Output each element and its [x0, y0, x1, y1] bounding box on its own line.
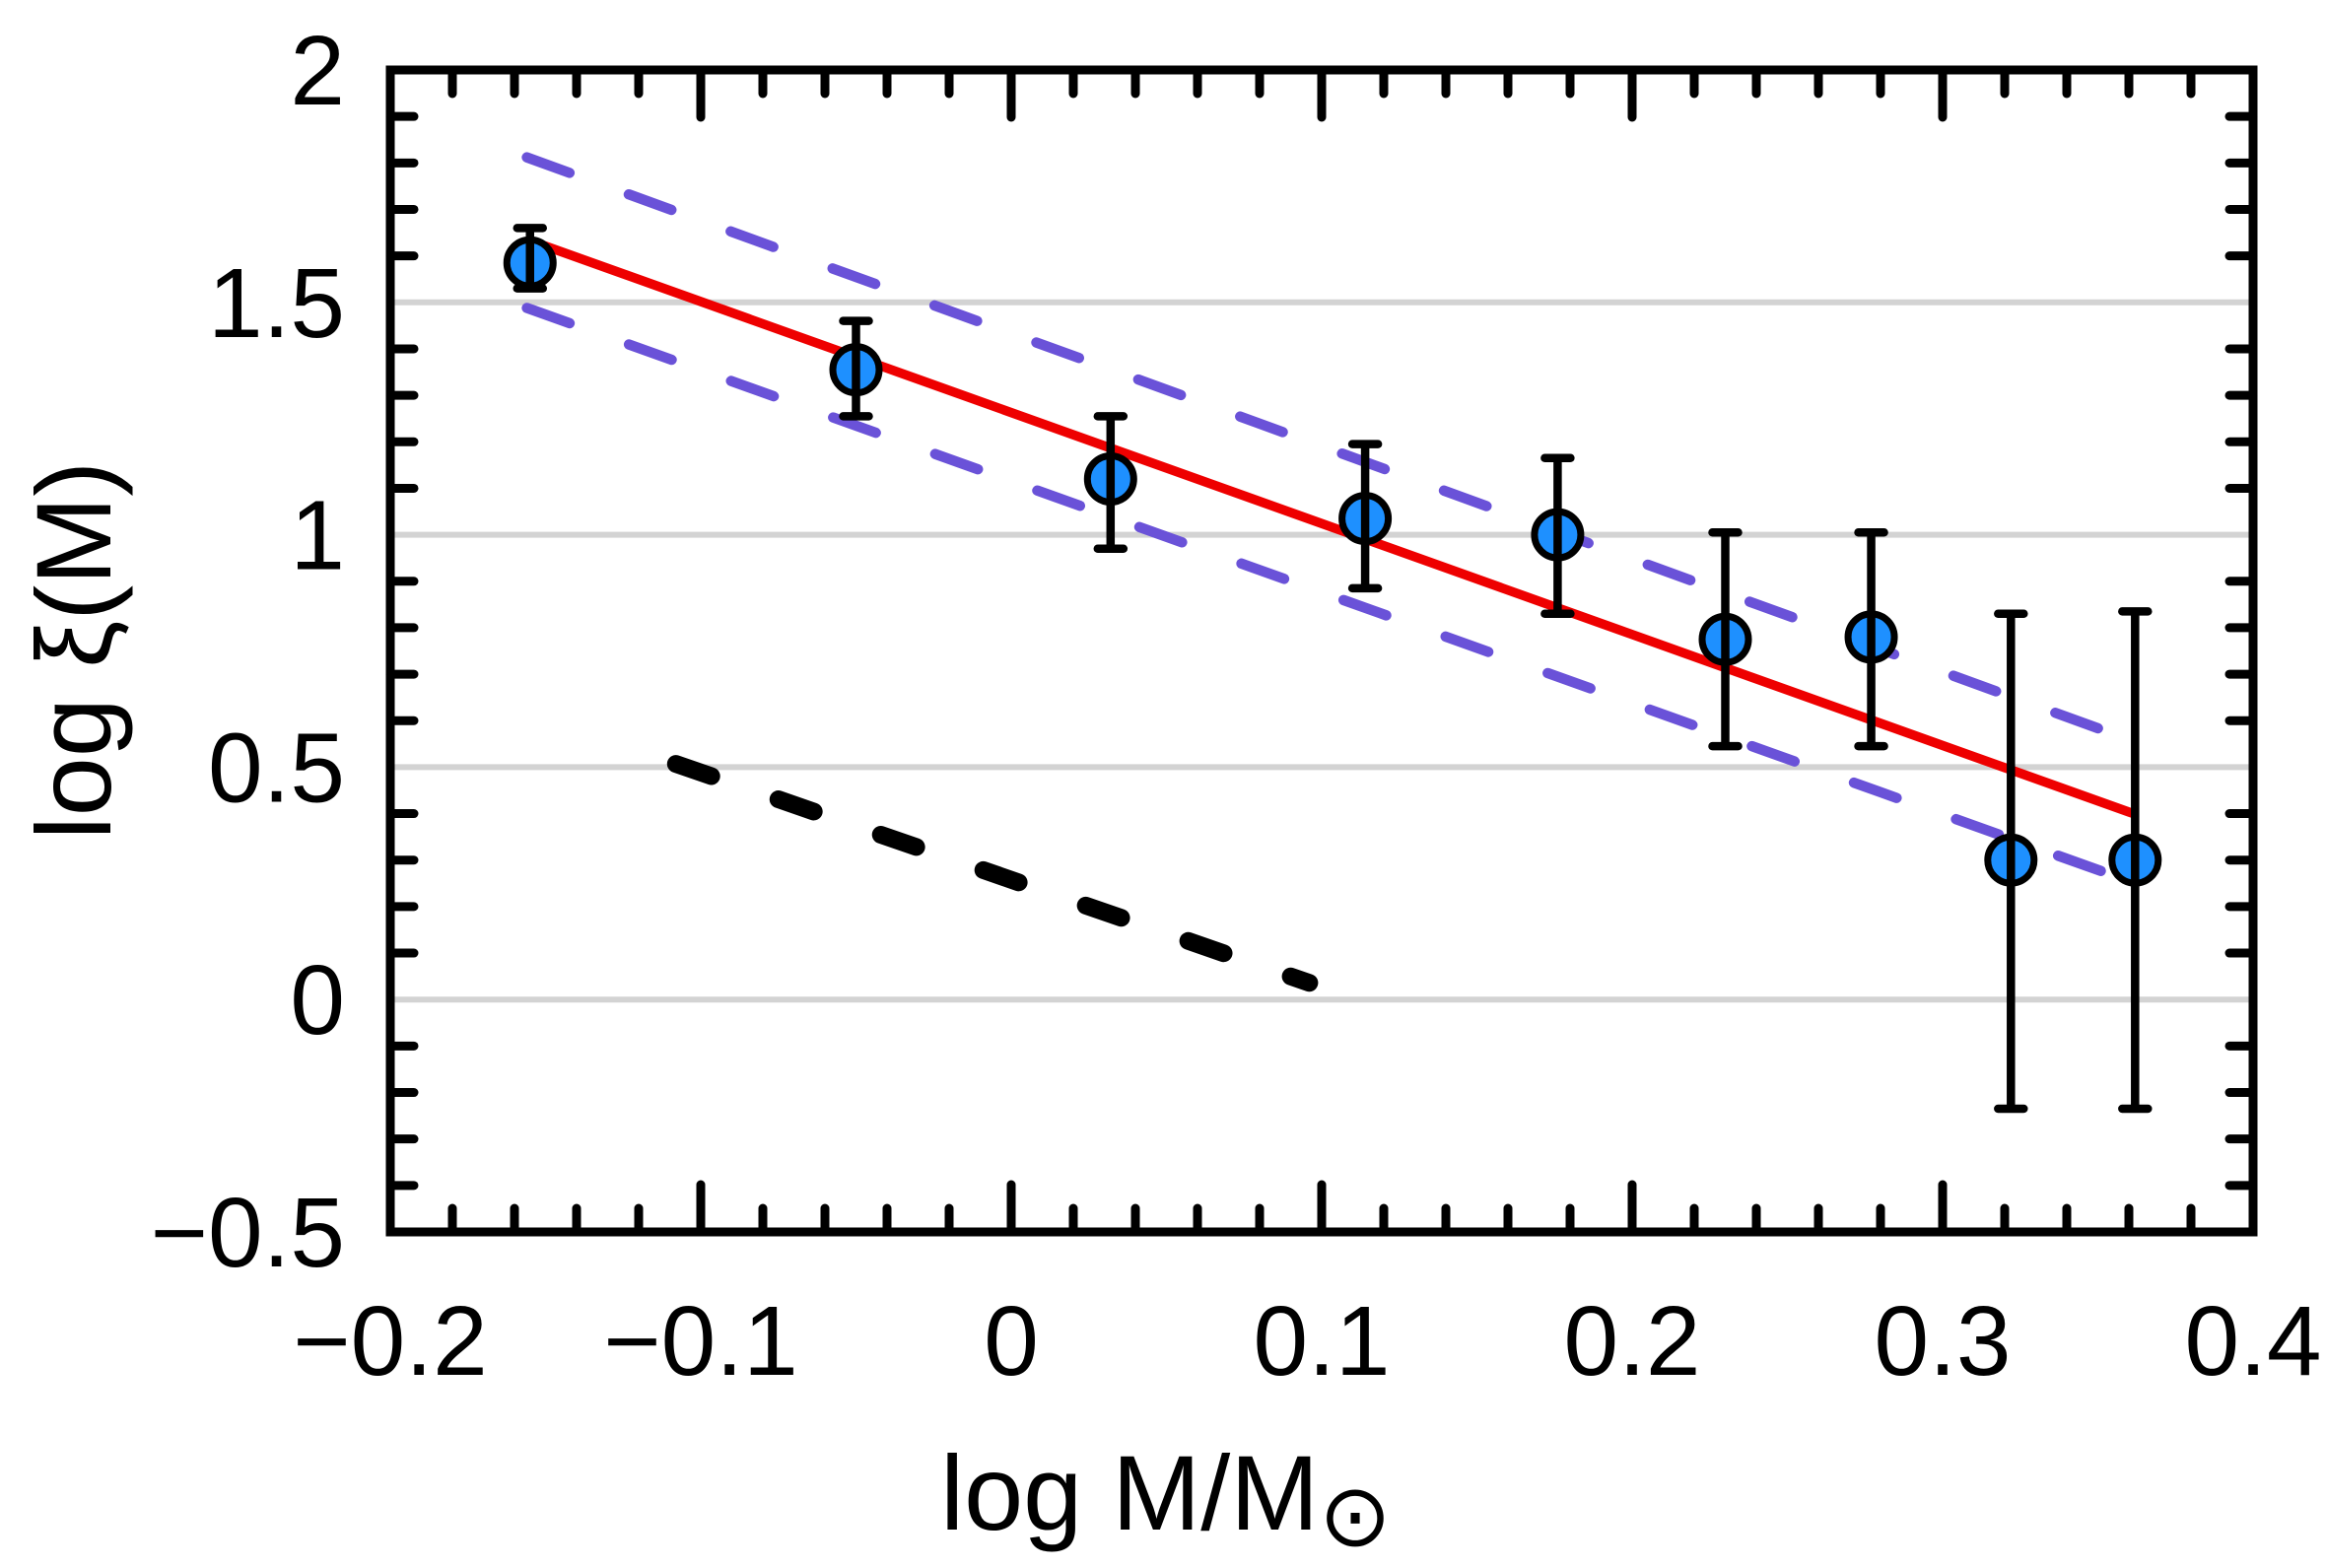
- y-tick-label-0: 0: [290, 945, 345, 1056]
- data-point-group-6: [1844, 527, 1898, 751]
- tick-labels: −0.5 0 0.5 1 1.5 2 −0.2 −0.1 0 0.1 0.2 0.3 0.4: [151, 16, 2322, 1397]
- marker-ring: [503, 236, 557, 290]
- marker-ring: [1844, 610, 1898, 664]
- data-point-group-8: [2108, 607, 2162, 1114]
- x-tick-label-0.4: 0.4: [2184, 1286, 2321, 1397]
- data-point-group-4: [1531, 453, 1585, 619]
- x-tick-label-0.2: 0.2: [1563, 1286, 1700, 1397]
- y-tick-label-1: 1: [290, 481, 345, 591]
- lower-confidence-bound-line: [521, 303, 2135, 887]
- data-point-group-5: [1698, 527, 1752, 751]
- axis-titles: log M/M⊙ log ξ(M): [14, 461, 1392, 1564]
- marker-ring: [1531, 508, 1585, 562]
- x-tick-label-0.1: 0.1: [1253, 1286, 1390, 1397]
- y-axis-title: log ξ(M): [14, 461, 133, 840]
- marker-ring: [1083, 452, 1137, 507]
- tick-marks: [385, 65, 2258, 1237]
- data-point-group-0: [503, 224, 557, 293]
- y-tick-label-1.5: 1.5: [208, 248, 345, 359]
- y-tick-label-0.5: 0.5: [208, 713, 345, 823]
- data-point-group-3: [1338, 440, 1393, 593]
- fit-line: [525, 236, 2137, 818]
- data-series: [503, 224, 2162, 1114]
- data-point-group-1: [829, 316, 883, 421]
- x-tick-label-0: 0: [984, 1286, 1039, 1397]
- marker-ring: [1698, 612, 1752, 666]
- data-point-group-7: [1984, 609, 2038, 1114]
- x-tick-label-−0.2: −0.2: [293, 1286, 487, 1397]
- marker-ring: [1984, 833, 2038, 887]
- fit-line-red: [525, 236, 2137, 818]
- data-point-group-2: [1083, 412, 1137, 553]
- x-tick-label-0.3: 0.3: [1874, 1286, 2011, 1397]
- y-tick-label-−0.5: −0.5: [151, 1178, 345, 1288]
- marker-ring: [1338, 492, 1393, 546]
- x-tick-label-−0.1: −0.1: [603, 1286, 797, 1397]
- reference-slope-line: [666, 755, 1319, 992]
- marker-ring: [2108, 833, 2162, 887]
- reference-slope-dashed-line: [666, 755, 1319, 992]
- marker-ring: [829, 343, 883, 397]
- y-tick-label-2: 2: [290, 16, 345, 126]
- x-axis-title: log M/M⊙: [940, 1433, 1392, 1564]
